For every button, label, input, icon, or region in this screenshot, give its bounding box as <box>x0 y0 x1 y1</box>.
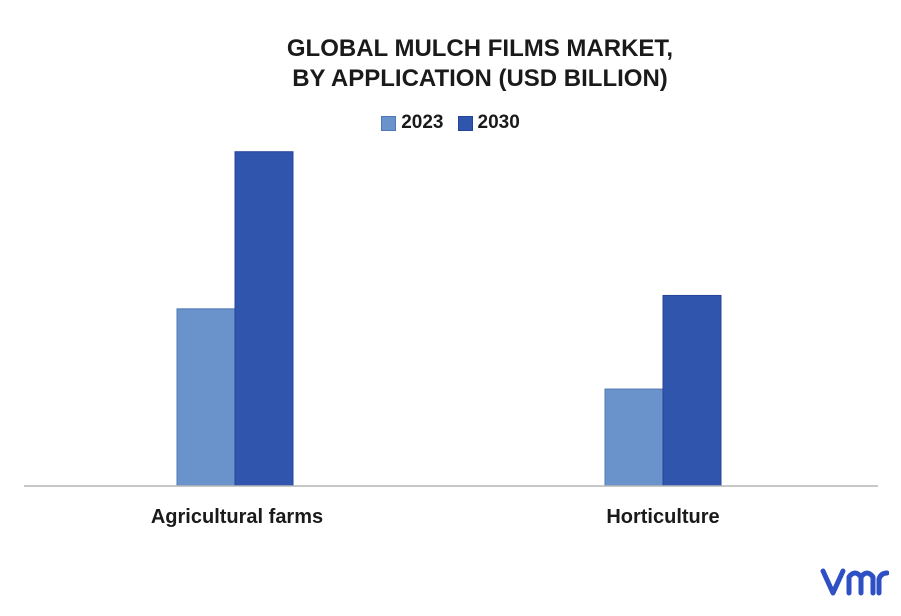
legend-item-2030: 2030 <box>457 112 520 134</box>
legend-label-2023: 2023 <box>401 112 444 133</box>
chart-title: GLOBAL MULCH FILMS MARKET, BY APPLICATIO… <box>180 34 780 94</box>
bar-horticulture-2023 <box>604 388 664 487</box>
legend-swatch-2023 <box>381 115 397 131</box>
legend-swatch-2030 <box>457 115 473 131</box>
category-label-horticulture: Horticulture <box>606 506 719 528</box>
bars-group <box>176 151 722 487</box>
legend-item-2023: 2023 <box>381 112 444 134</box>
legend-label-2030: 2030 <box>477 112 520 133</box>
bar-horticulture-2030 <box>662 294 722 487</box>
category-label-agricultural-farms: Agricultural farms <box>151 506 323 528</box>
chart-legend: 2023 2030 <box>0 112 901 134</box>
chart-title-line-2: BY APPLICATION (USD BILLION) <box>292 65 668 92</box>
bar-agricultural-farms-2030 <box>234 151 294 487</box>
vmr-logo-icon <box>819 563 890 608</box>
chart-title-line-1: GLOBAL MULCH FILMS MARKET, <box>286 35 674 62</box>
bar-agricultural-farms-2023 <box>176 308 236 487</box>
